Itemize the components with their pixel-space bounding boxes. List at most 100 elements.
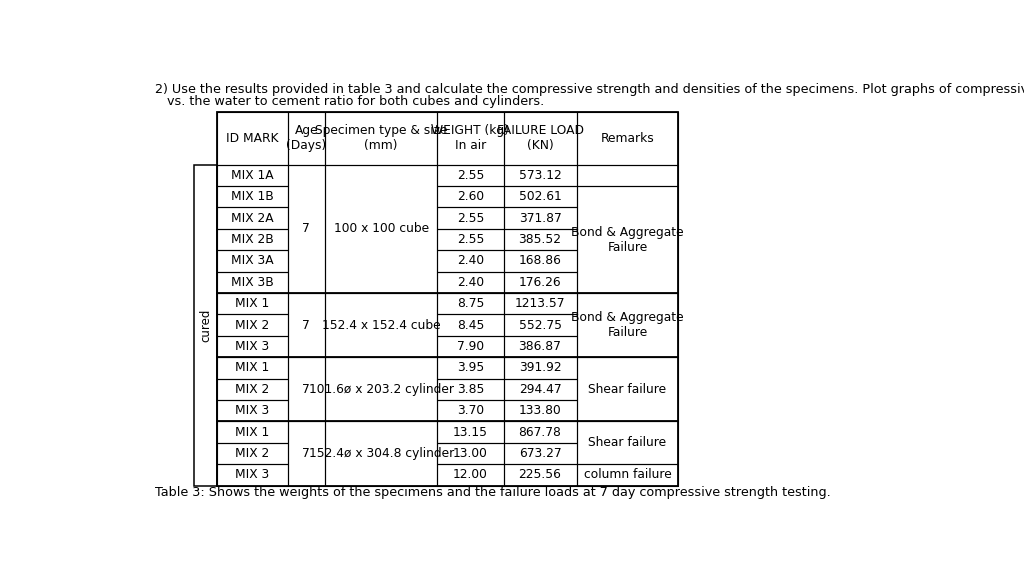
Text: MIX 2B: MIX 2B	[231, 233, 273, 246]
Bar	[577, 293, 678, 357]
Text: vs. the water to cement ratio for both cubes and cylinders.: vs. the water to cement ratio for both c…	[155, 94, 545, 108]
Bar	[504, 464, 577, 486]
Bar	[217, 165, 288, 186]
Text: column failure: column failure	[584, 468, 672, 482]
Text: 225.56: 225.56	[518, 468, 561, 482]
Bar	[217, 112, 678, 486]
Text: 573.12: 573.12	[518, 169, 561, 182]
Text: 7: 7	[302, 319, 310, 332]
Text: MIX 1B: MIX 1B	[231, 190, 273, 203]
Text: MIX 2: MIX 2	[236, 319, 269, 332]
Bar	[577, 112, 678, 165]
Text: 12.00: 12.00	[453, 468, 487, 482]
Bar	[437, 250, 504, 272]
Bar	[437, 165, 504, 186]
Bar	[437, 229, 504, 250]
Text: 8.75: 8.75	[457, 297, 484, 310]
Bar	[504, 250, 577, 272]
Text: 294.47: 294.47	[519, 383, 561, 396]
Bar	[217, 272, 288, 293]
Text: Table 3: Shows the weights of the specimens and the failure loads at 7 day compr: Table 3: Shows the weights of the specim…	[155, 486, 830, 499]
Text: Bond & Aggregate
Failure: Bond & Aggregate Failure	[571, 226, 684, 253]
Bar	[437, 207, 504, 229]
Text: MIX 2A: MIX 2A	[231, 211, 273, 225]
Text: 7.90: 7.90	[457, 340, 484, 353]
Text: 2.40: 2.40	[457, 255, 484, 267]
Bar	[217, 207, 288, 229]
Text: 385.52: 385.52	[518, 233, 561, 246]
Bar	[217, 422, 288, 443]
Text: Specimen type & size
(mm): Specimen type & size (mm)	[315, 124, 447, 153]
Bar	[437, 378, 504, 400]
Bar	[325, 293, 437, 357]
Text: 168.86: 168.86	[518, 255, 561, 267]
Bar	[504, 336, 577, 357]
Bar	[288, 357, 325, 422]
Bar	[504, 422, 577, 443]
Bar	[217, 378, 288, 400]
Text: WEIGHT (kg)
In air: WEIGHT (kg) In air	[431, 124, 509, 153]
Bar	[288, 293, 325, 357]
Text: FAILURE LOAD
(KN): FAILURE LOAD (KN)	[497, 124, 584, 153]
Text: 101.6ø x 203.2 cylinder: 101.6ø x 203.2 cylinder	[308, 383, 454, 396]
Text: Age
(Days): Age (Days)	[286, 124, 327, 153]
Text: 2.40: 2.40	[457, 276, 484, 289]
Bar	[325, 357, 437, 422]
Text: MIX 2: MIX 2	[236, 383, 269, 396]
Bar	[217, 314, 288, 336]
Bar	[504, 207, 577, 229]
Text: Shear failure: Shear failure	[589, 383, 667, 396]
Text: 152.4ø x 304.8 cylinder: 152.4ø x 304.8 cylinder	[308, 447, 454, 460]
Text: MIX 2: MIX 2	[236, 447, 269, 460]
Bar	[504, 186, 577, 207]
Text: 7: 7	[302, 383, 310, 396]
Bar	[217, 250, 288, 272]
Text: 2.55: 2.55	[457, 211, 484, 225]
Bar	[504, 443, 577, 464]
Bar	[577, 165, 678, 186]
Bar	[504, 357, 577, 378]
Bar	[217, 336, 288, 357]
Bar	[504, 378, 577, 400]
Bar	[437, 357, 504, 378]
Text: 2.55: 2.55	[457, 233, 484, 246]
Text: 3.95: 3.95	[457, 362, 484, 374]
Text: 673.27: 673.27	[519, 447, 561, 460]
Text: cured: cured	[199, 309, 212, 342]
Text: 552.75: 552.75	[518, 319, 561, 332]
Bar	[504, 229, 577, 250]
Bar	[217, 186, 288, 207]
Text: 2) Use the results provided in table 3 and calculate the compressive strength an: 2) Use the results provided in table 3 a…	[155, 83, 1024, 96]
Bar	[577, 186, 678, 293]
Bar	[217, 112, 288, 165]
Text: 3.70: 3.70	[457, 404, 484, 417]
Bar	[437, 443, 504, 464]
Text: ID MARK: ID MARK	[226, 132, 279, 145]
Text: 133.80: 133.80	[518, 404, 561, 417]
Bar	[217, 357, 288, 378]
Text: MIX 1: MIX 1	[236, 426, 269, 439]
Bar	[504, 112, 577, 165]
Text: MIX 3: MIX 3	[236, 404, 269, 417]
Bar	[217, 229, 288, 250]
Text: Shear failure: Shear failure	[589, 437, 667, 449]
Bar	[437, 400, 504, 422]
Text: 7: 7	[302, 222, 310, 236]
Text: 13.00: 13.00	[453, 447, 487, 460]
Text: 1213.57: 1213.57	[515, 297, 565, 310]
Text: 502.61: 502.61	[518, 190, 561, 203]
Bar	[504, 293, 577, 314]
Text: MIX 1: MIX 1	[236, 362, 269, 374]
Bar	[217, 443, 288, 464]
Bar	[577, 422, 678, 464]
Bar	[288, 112, 325, 165]
Bar	[325, 422, 437, 486]
Text: MIX 3: MIX 3	[236, 468, 269, 482]
Bar	[217, 400, 288, 422]
Text: 2.55: 2.55	[457, 169, 484, 182]
Bar	[504, 165, 577, 186]
Text: MIX 1A: MIX 1A	[231, 169, 273, 182]
Text: Bond & Aggregate
Failure: Bond & Aggregate Failure	[571, 311, 684, 339]
Bar	[437, 336, 504, 357]
Text: 3.85: 3.85	[457, 383, 484, 396]
